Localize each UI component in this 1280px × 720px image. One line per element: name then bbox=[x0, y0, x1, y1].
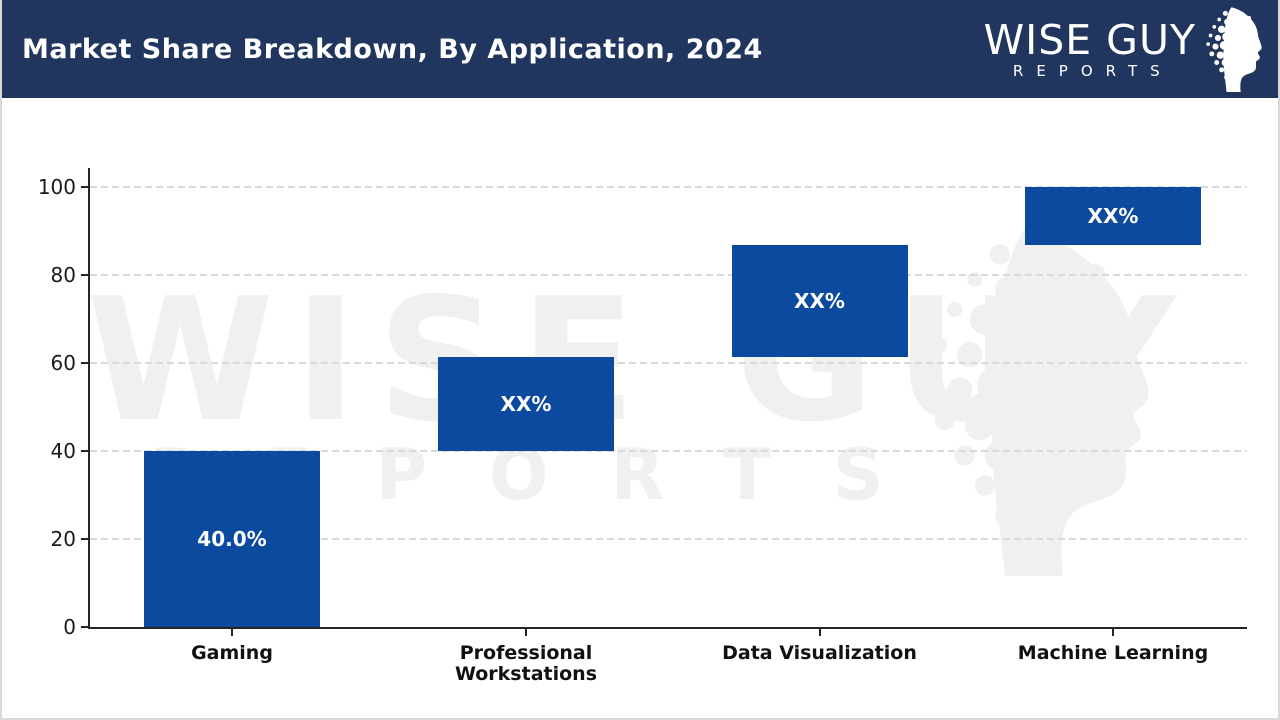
y-tick-label: 60 bbox=[50, 351, 76, 375]
y-axis-line bbox=[88, 168, 90, 629]
y-tick-label: 80 bbox=[50, 263, 76, 287]
y-tick bbox=[81, 538, 88, 540]
bar-gaming: 40.0% bbox=[144, 451, 320, 627]
chart-title: Market Share Breakdown, By Application, … bbox=[22, 33, 763, 65]
y-tick-label: 100 bbox=[37, 175, 76, 199]
face-profile-icon bbox=[1206, 7, 1262, 92]
bar-machine-learning: XX% bbox=[1025, 187, 1201, 246]
bar-professional-workstations: XX% bbox=[438, 356, 614, 451]
y-gridline bbox=[90, 274, 1247, 276]
x-tick bbox=[818, 629, 821, 636]
y-gridline bbox=[90, 450, 1247, 452]
y-gridline bbox=[90, 362, 1247, 364]
x-tick bbox=[525, 629, 527, 636]
bar-value-label: XX% bbox=[1087, 204, 1139, 229]
y-tick bbox=[81, 186, 88, 188]
y-tick-label: 40 bbox=[50, 439, 76, 463]
bar-value-label: XX% bbox=[794, 288, 845, 313]
y-tick bbox=[81, 450, 88, 452]
y-tick bbox=[81, 274, 88, 276]
waterfall-chart: 0 20 40 60 80 100 40.0% XX% XX% XX% Gaming Professi… bbox=[2, 98, 1278, 718]
logo-reports-text: REPORTS bbox=[1012, 61, 1173, 80]
y-tick-label: 20 bbox=[50, 527, 76, 551]
logo-text: WISE GUY REPORTS bbox=[983, 15, 1196, 80]
bar-value-label: 40.0% bbox=[197, 527, 267, 551]
x-axis-line bbox=[88, 627, 1247, 629]
x-axis-label-machine-learning: Machine Learning bbox=[1017, 642, 1209, 664]
header-bar: Market Share Breakdown, By Application, … bbox=[2, 0, 1278, 98]
y-tick bbox=[81, 362, 88, 364]
wiseguy-logo: WISE GUY REPORTS bbox=[984, 6, 1268, 92]
chart-area: WISE GUY REPORTS 0 20 40 60 80 100 40.0% XX% XX%… bbox=[2, 98, 1278, 718]
y-tick-label: 0 bbox=[63, 615, 76, 639]
y-tick bbox=[81, 626, 88, 628]
x-tick bbox=[1112, 629, 1114, 636]
x-axis-label-data-visualization: Data Visualization bbox=[722, 642, 917, 664]
y-gridline bbox=[90, 186, 1247, 188]
x-axis-label-gaming: Gaming bbox=[191, 642, 273, 664]
x-tick bbox=[231, 629, 233, 636]
y-gridline bbox=[90, 538, 1247, 540]
bar-value-label: XX% bbox=[500, 391, 552, 416]
logo-wiseguy-text: WISE GUY bbox=[983, 15, 1196, 64]
x-axis-label-professional-workstations: Professional Workstations bbox=[454, 642, 598, 685]
bar-data-visualization: XX% bbox=[731, 245, 908, 357]
